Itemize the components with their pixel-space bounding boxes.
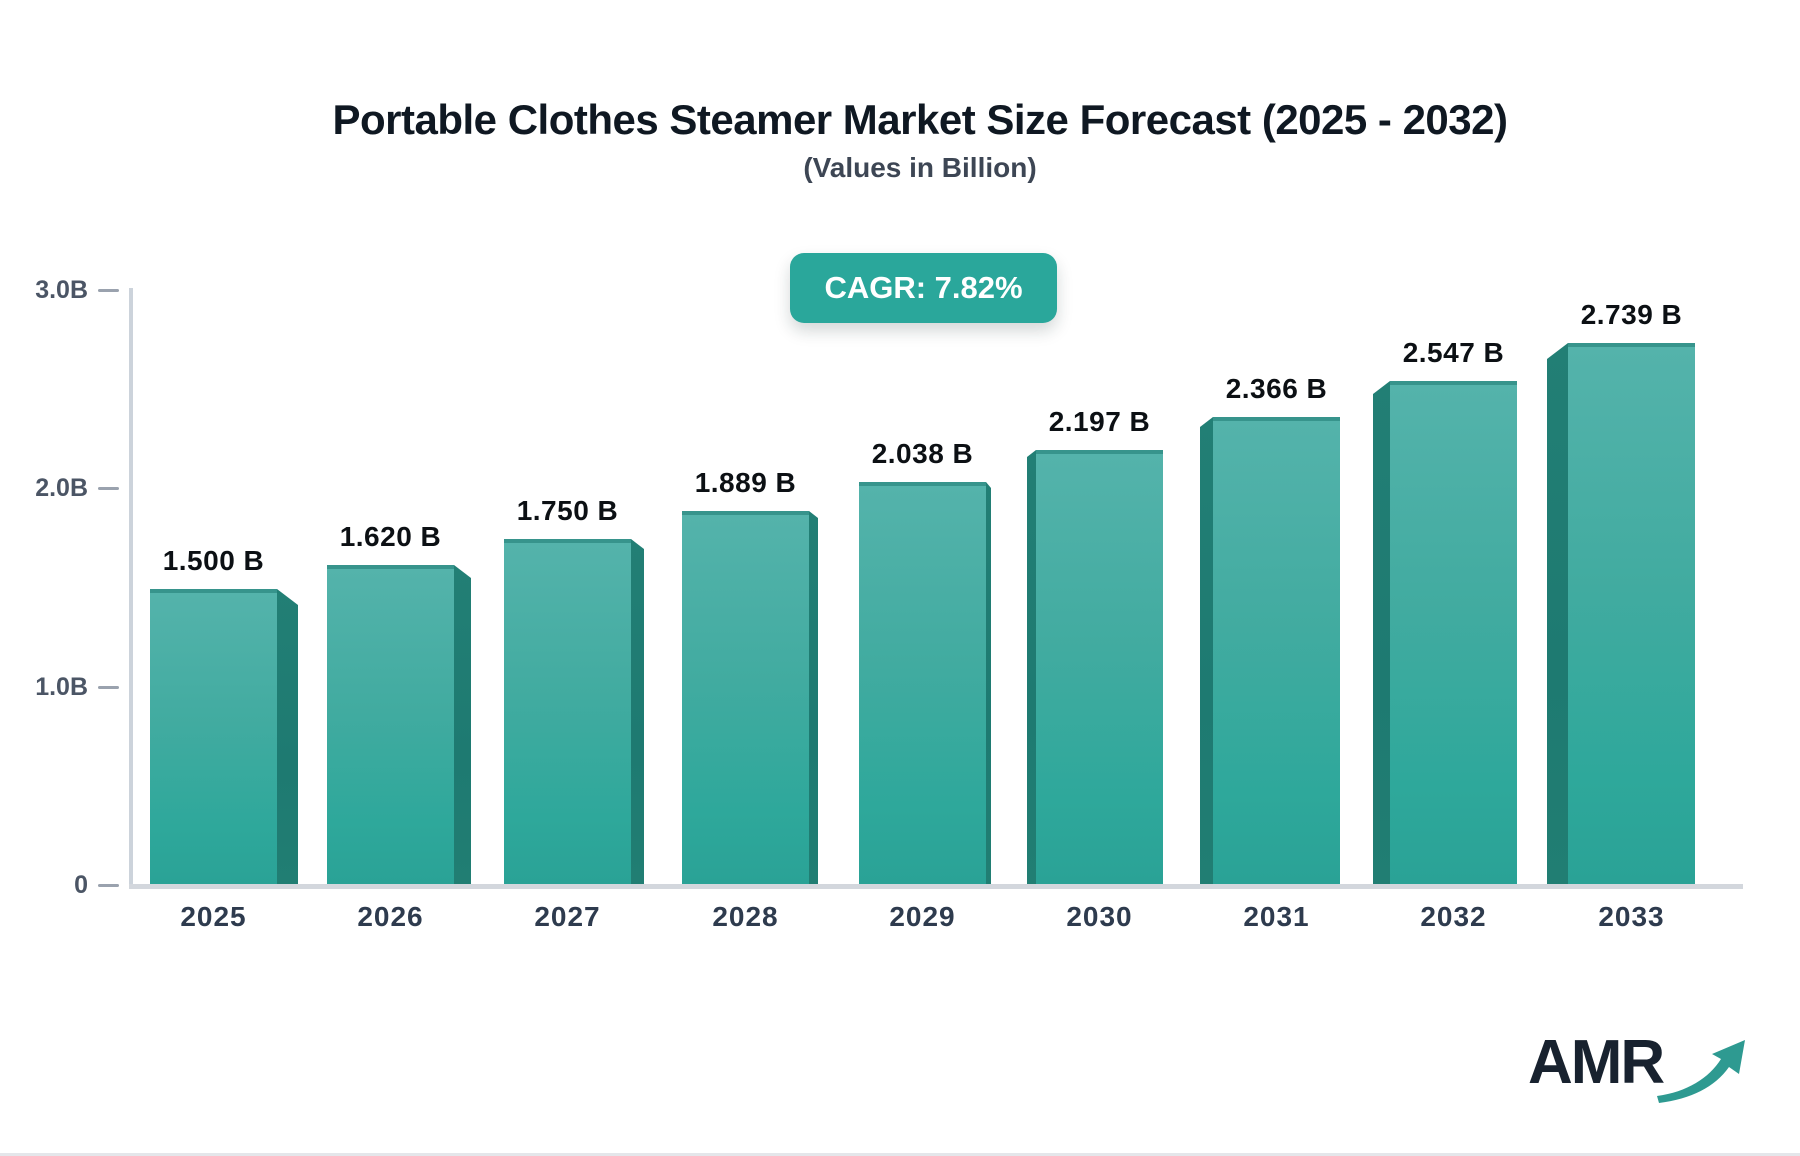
cagr-badge-label: CAGR: 7.82% bbox=[824, 270, 1023, 305]
bar-2030 bbox=[1036, 450, 1163, 886]
y-tick-label-1.0B: 1.0B bbox=[35, 673, 88, 701]
bar-side-face-2025 bbox=[277, 589, 298, 886]
chart-title: Portable Clothes Steamer Market Size For… bbox=[332, 96, 1508, 143]
bar-side-face-2029 bbox=[986, 482, 991, 886]
bar-side-face-2030 bbox=[1027, 450, 1036, 886]
bar-value-label-2032: 2.547 B bbox=[1402, 337, 1505, 368]
bar-side-face-2031 bbox=[1200, 417, 1213, 886]
chart-subtitle: (Values in Billion) bbox=[803, 152, 1037, 183]
bar-2031 bbox=[1213, 417, 1340, 886]
x-tick-label-2027: 2027 bbox=[534, 901, 601, 932]
bar-value-label-2026: 1.620 B bbox=[339, 521, 442, 552]
x-tick-label-2025: 2025 bbox=[180, 901, 247, 932]
bar-value-label-2025: 1.500 B bbox=[162, 545, 265, 576]
bar-value-label-2033: 2.739 B bbox=[1580, 299, 1683, 330]
y-tick-dash-0 bbox=[98, 884, 119, 887]
y-tick-label-2.0B: 2.0B bbox=[35, 474, 88, 502]
x-tick-label-2029: 2029 bbox=[889, 901, 956, 932]
y-axis-line bbox=[129, 288, 133, 888]
bar-2032 bbox=[1390, 381, 1517, 886]
bar-2028 bbox=[682, 511, 809, 886]
y-tick-label-0: 0 bbox=[74, 871, 88, 899]
cagr-badge: CAGR: 7.82% bbox=[790, 253, 1057, 323]
bar-value-label-2031: 2.366 B bbox=[1225, 373, 1328, 404]
bar-value-label-2029: 2.038 B bbox=[871, 438, 974, 469]
bar-value-label-2027: 1.750 B bbox=[516, 495, 619, 526]
brand-logo: AMR bbox=[1528, 1030, 1758, 1110]
bar-value-label-2028: 1.889 B bbox=[694, 467, 797, 498]
x-tick-label-2031: 2031 bbox=[1243, 901, 1310, 932]
bar-side-face-2028 bbox=[809, 511, 818, 886]
y-tick-dash-1.0B bbox=[98, 686, 119, 689]
x-tick-label-2028: 2028 bbox=[712, 901, 779, 932]
x-tick-label-2030: 2030 bbox=[1066, 901, 1133, 932]
x-axis-baseline bbox=[129, 884, 1743, 889]
brand-logo-text: AMR bbox=[1528, 1028, 1665, 1097]
bar-2027 bbox=[504, 539, 631, 886]
growth-arrow-icon bbox=[1657, 1040, 1746, 1103]
x-tick-label-2026: 2026 bbox=[357, 901, 424, 932]
bar-side-face-2033 bbox=[1547, 343, 1568, 886]
bar-2033 bbox=[1568, 343, 1695, 886]
bar-side-face-2026 bbox=[454, 565, 471, 886]
bar-value-label-2030: 2.197 B bbox=[1048, 406, 1151, 437]
bar-side-face-2027 bbox=[631, 539, 644, 886]
bar-side-face-2032 bbox=[1373, 381, 1390, 886]
x-tick-label-2033: 2033 bbox=[1598, 901, 1665, 932]
y-tick-dash-2.0B bbox=[98, 487, 119, 490]
bar-2026 bbox=[327, 565, 454, 886]
bar-2029 bbox=[859, 482, 986, 886]
x-tick-label-2032: 2032 bbox=[1420, 901, 1487, 932]
y-tick-dash-3.0B bbox=[98, 289, 119, 292]
y-tick-label-3.0B: 3.0B bbox=[35, 276, 88, 304]
bar-2025 bbox=[150, 589, 277, 886]
